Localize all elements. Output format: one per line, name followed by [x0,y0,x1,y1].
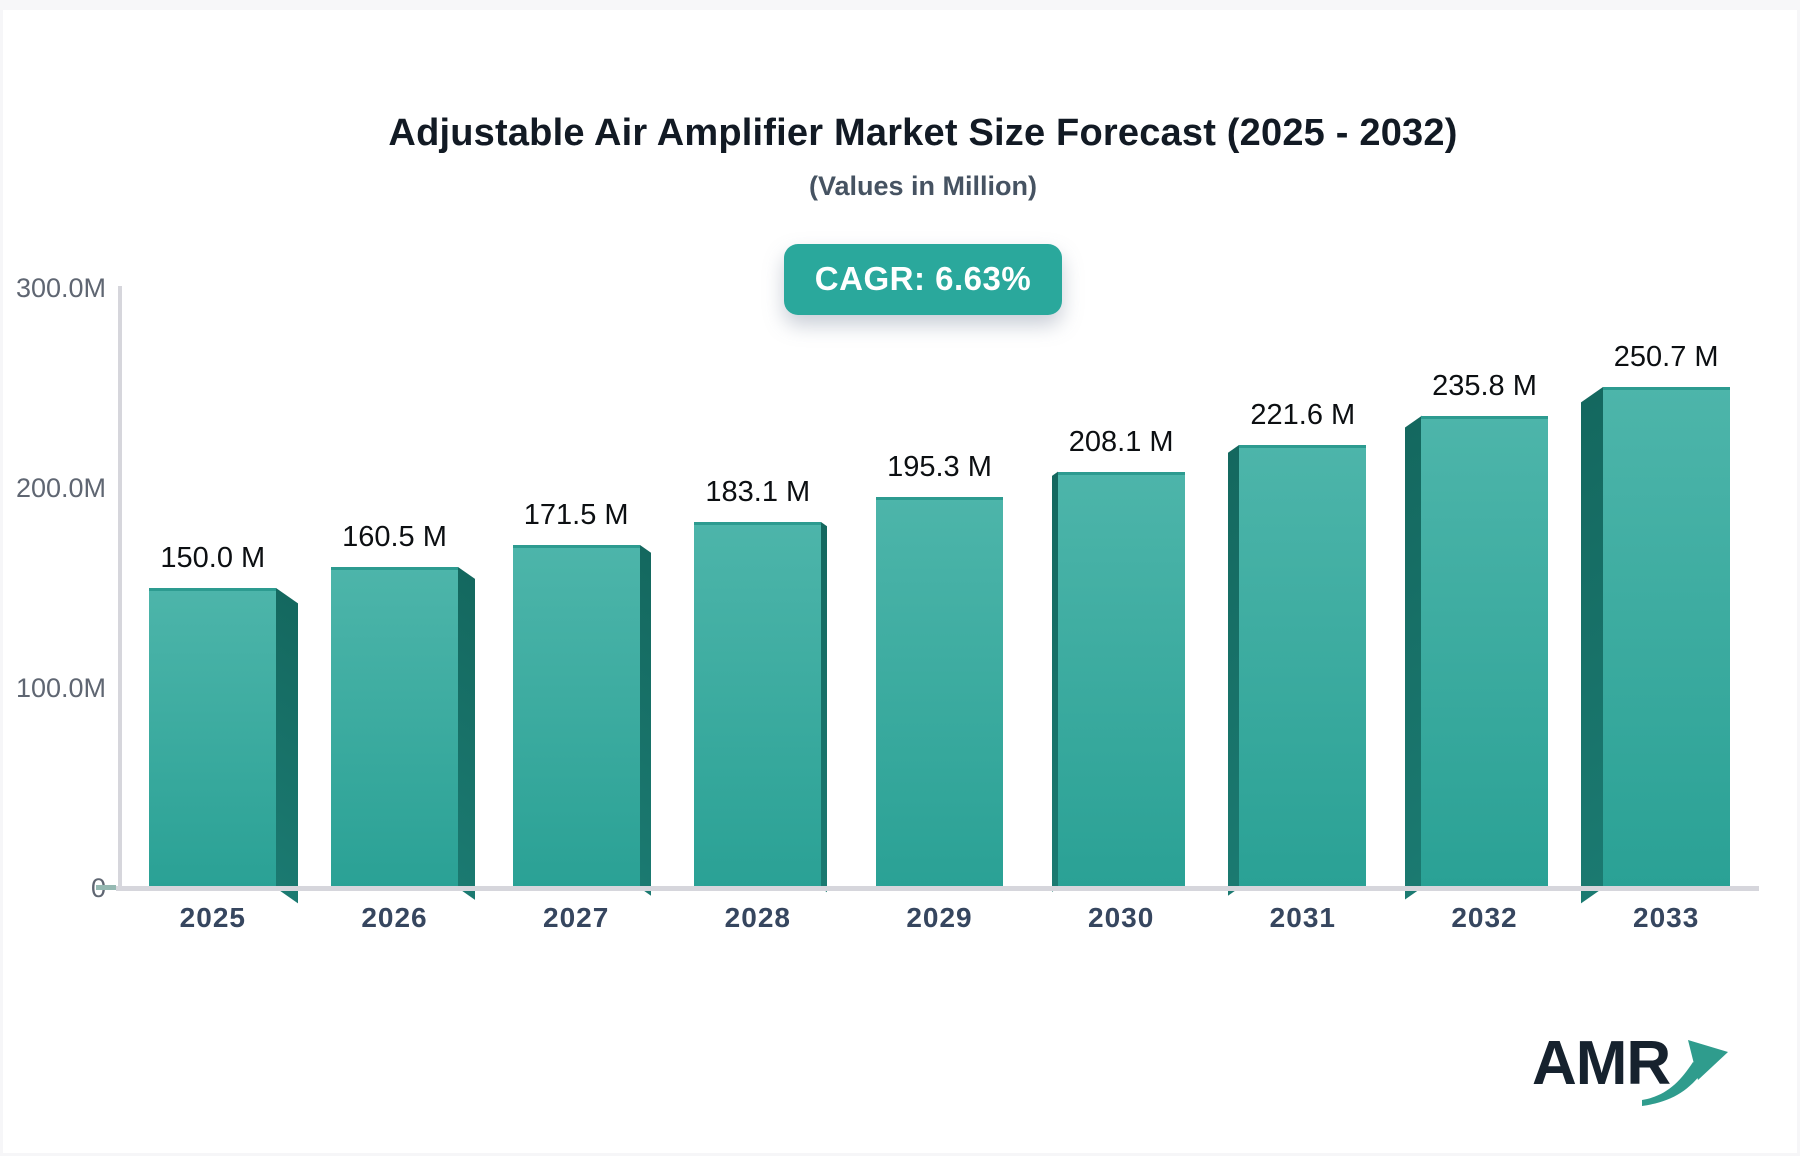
bar[interactable] [512,545,640,888]
bar-value-label: 208.1 M [1068,425,1174,458]
bar[interactable] [1421,416,1548,888]
chart-header: Adjustable Air Amplifier Market Size For… [46,0,1800,315]
bar-side-face [1228,444,1240,896]
x-axis-label: 2028 [724,902,791,933]
amr-logo-text: AMR [1532,1029,1671,1098]
x-axis-label: 2031 [1269,902,1336,933]
x-axis-line [116,886,1759,891]
x-axis-label: 2026 [361,902,428,933]
bar[interactable] [149,588,277,888]
x-axis-label: 2033 [1633,902,1700,933]
x-axis-label: 2032 [1451,902,1518,933]
bar[interactable] [331,567,458,888]
cagr-badge: CAGR: 6.63% [784,244,1062,315]
bar-value-label: 150.0 M [160,542,266,574]
bar-side-face [1404,416,1421,900]
x-axis-label: 2030 [1088,902,1155,933]
y-axis-label: 0 [0,871,106,905]
bar-value-label: 183.1 M [705,475,811,508]
bar-side-face [458,567,475,900]
bar-side-face [639,545,651,896]
bar-side-face [821,521,827,892]
cagr-badge-label: CAGR: 6.63% [814,260,1032,297]
bar[interactable] [694,521,822,888]
bar-value-label: 221.6 M [1250,398,1356,431]
bar-value-label: 195.3 M [887,451,992,484]
page-top-strip [0,0,1800,10]
zero-tick-mark [96,885,116,890]
bar-value-label: 160.5 M [342,521,447,553]
y-axis-label: 100.0M [15,673,106,703]
amr-logo: AMR [1532,1028,1772,1118]
bar-side-face [1580,386,1603,904]
bar-value-label: 171.5 M [523,499,629,531]
x-axis-label: 2025 [179,902,246,933]
chart-subtitle: (Values in Million) [808,171,1038,201]
y-axis-line [118,286,122,888]
bar[interactable] [876,497,1003,888]
bar[interactable] [1602,386,1730,888]
bar[interactable] [1057,471,1185,888]
y-axis-label: 300.0M [15,273,106,303]
bar-value-label: 235.8 M [1432,370,1537,403]
chart-title: Adjustable Air Amplifier Market Size For… [388,112,1458,154]
x-axis-label: 2027 [543,902,610,933]
bar-value-label: 250.7 M [1613,340,1719,373]
bar[interactable] [1239,444,1367,888]
bar-side-face [276,588,299,904]
trend-arrow-icon [1642,1040,1728,1106]
y-axis-label: 200.0M [15,473,106,503]
x-axis-label: 2029 [906,902,973,933]
